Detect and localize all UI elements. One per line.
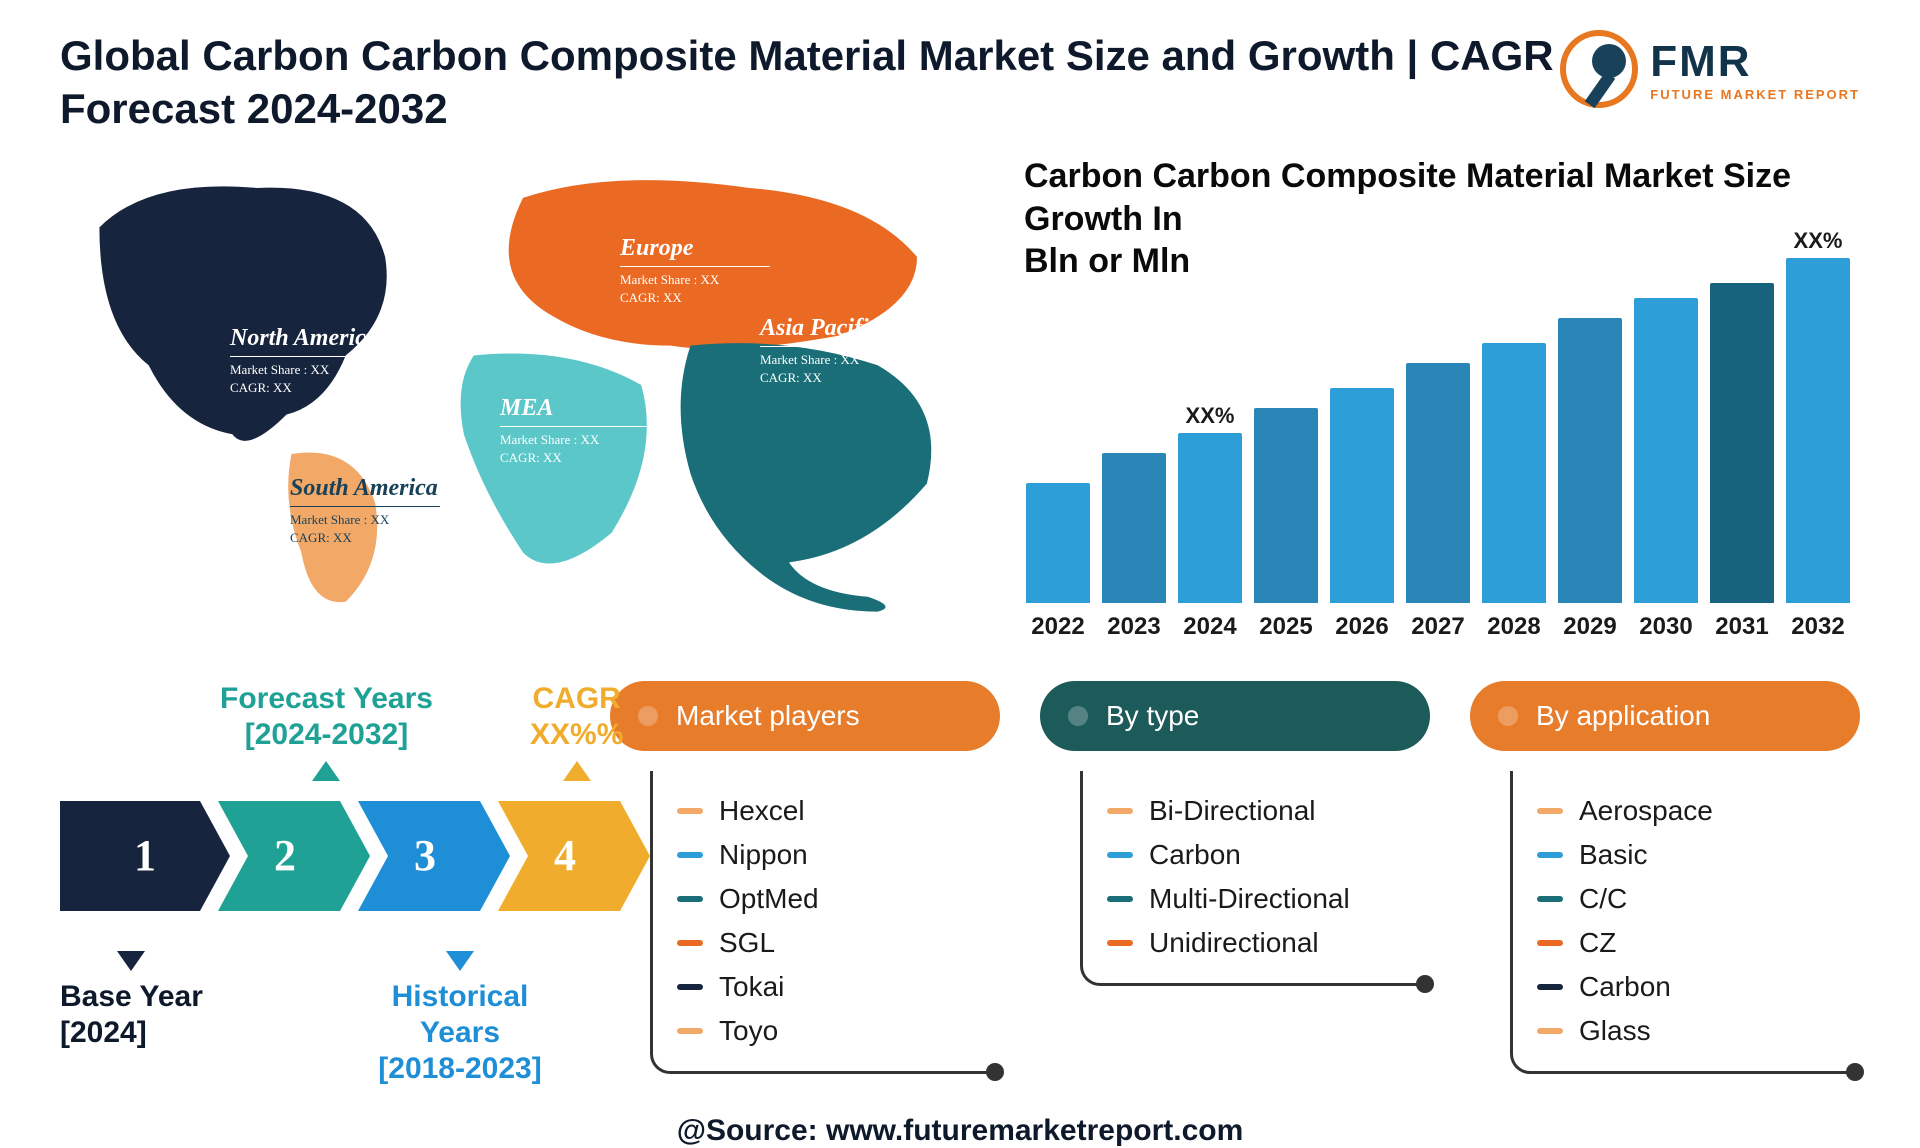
bar-col: 2023 bbox=[1102, 453, 1166, 641]
region-label-ap: Asia PacificMarket Share : XXCAGR: XX bbox=[760, 315, 910, 387]
region-label-mea: MEAMarket Share : XXCAGR: XX bbox=[500, 395, 650, 467]
bar-year: 2030 bbox=[1639, 613, 1692, 641]
arrow-down-icon bbox=[117, 951, 145, 971]
bar-col: XX% 2024 bbox=[1178, 433, 1242, 641]
timeline-base: Base Year [2024] bbox=[60, 951, 203, 1051]
hist-range: [2018-2023] bbox=[350, 1051, 570, 1087]
list-item: OptMed bbox=[677, 877, 990, 921]
list-item: Hexcel bbox=[677, 789, 990, 833]
page-title: Global Carbon Carbon Composite Material … bbox=[60, 30, 1560, 135]
bar-col: 2031 bbox=[1710, 283, 1774, 641]
bar-callout: XX% bbox=[1178, 403, 1242, 429]
base-label: Base Year bbox=[60, 979, 203, 1015]
list-item: Glass bbox=[1537, 1009, 1850, 1053]
segment-pill: By application bbox=[1470, 681, 1860, 751]
bar: XX% bbox=[1178, 433, 1242, 603]
segments: Market players HexcelNipponOptMedSGLTokai… bbox=[610, 681, 1860, 1074]
cagr-value: XX%% bbox=[530, 717, 623, 753]
list-item: Multi-Directional bbox=[1107, 877, 1420, 921]
bar-year: 2032 bbox=[1791, 613, 1844, 641]
bar-year: 2029 bbox=[1563, 613, 1616, 641]
bar-year: 2026 bbox=[1335, 613, 1388, 641]
bar bbox=[1482, 343, 1546, 603]
bars-container: 2022 2023 XX% 2024 2025 2026 2027 2028 2029 2030 2… bbox=[1016, 301, 1860, 641]
bar-year: 2022 bbox=[1031, 613, 1084, 641]
list-item: Toyo bbox=[677, 1009, 990, 1053]
bar-year: 2024 bbox=[1183, 613, 1236, 641]
region-label-eu: EuropeMarket Share : XXCAGR: XX bbox=[620, 235, 770, 307]
list-item: Aerospace bbox=[1537, 789, 1850, 833]
logo-text: FMR FUTURE MARKET REPORT bbox=[1650, 37, 1860, 102]
bar: XX% bbox=[1786, 258, 1850, 603]
timeline-steps: 1234 bbox=[60, 801, 650, 911]
header: Global Carbon Carbon Composite Material … bbox=[0, 0, 1920, 145]
segment-pill: By type bbox=[1040, 681, 1430, 751]
bar bbox=[1634, 298, 1698, 603]
bar-col: 2028 bbox=[1482, 343, 1546, 641]
list-item: Tokai bbox=[677, 965, 990, 1009]
list-item: Unidirectional bbox=[1107, 921, 1420, 965]
arrow-up-icon bbox=[312, 761, 340, 781]
bar-col: 2022 bbox=[1026, 483, 1090, 641]
segment-list: Bi-DirectionalCarbonMulti-DirectionalUni… bbox=[1080, 771, 1430, 986]
timeline-forecast: Forecast Years [2024-2032] bbox=[220, 681, 433, 781]
bar bbox=[1558, 318, 1622, 603]
timeline: Forecast Years [2024-2032] CAGR XX%% 123… bbox=[60, 681, 570, 1061]
world-map: North AmericaMarket Share : XXCAGR: XX So… bbox=[60, 155, 986, 615]
timeline-cagr: CAGR XX%% bbox=[530, 681, 623, 781]
forecast-label: Forecast Years bbox=[220, 681, 433, 717]
bar bbox=[1026, 483, 1090, 603]
arrow-up-icon bbox=[563, 761, 591, 781]
bar-year: 2025 bbox=[1259, 613, 1312, 641]
list-item: Carbon bbox=[1537, 965, 1850, 1009]
list-item: Nippon bbox=[677, 833, 990, 877]
logo-icon bbox=[1560, 30, 1638, 108]
bar-col: 2029 bbox=[1558, 318, 1622, 641]
bar bbox=[1330, 388, 1394, 603]
bar-col: 2030 bbox=[1634, 298, 1698, 641]
bar-col: 2026 bbox=[1330, 388, 1394, 641]
logo-main: FMR bbox=[1650, 37, 1860, 87]
timeline-step: 4 bbox=[480, 801, 650, 911]
bar bbox=[1406, 363, 1470, 603]
list-item: Carbon bbox=[1107, 833, 1420, 877]
logo: FMR FUTURE MARKET REPORT bbox=[1560, 30, 1860, 108]
bar-year: 2027 bbox=[1411, 613, 1464, 641]
bar bbox=[1102, 453, 1166, 603]
bar-callout: XX% bbox=[1786, 228, 1850, 254]
bar bbox=[1254, 408, 1318, 603]
region-label-sa: South AmericaMarket Share : XXCAGR: XX bbox=[290, 475, 440, 547]
segment-column: Market players HexcelNipponOptMedSGLTokai… bbox=[610, 681, 1000, 1074]
arrow-down-icon bbox=[446, 951, 474, 971]
segment-pill: Market players bbox=[610, 681, 1000, 751]
base-value: [2024] bbox=[60, 1015, 203, 1051]
bar-col: XX% 2032 bbox=[1786, 258, 1850, 641]
list-item: C/C bbox=[1537, 877, 1850, 921]
chart-title: Carbon Carbon Composite Material Market … bbox=[1016, 155, 1860, 283]
timeline-historical: Historical Years [2018-2023] bbox=[350, 951, 570, 1087]
segment-column: By application AerospaceBasicC/CCZCarbonG… bbox=[1470, 681, 1860, 1074]
list-item: Basic bbox=[1537, 833, 1850, 877]
bar-year: 2028 bbox=[1487, 613, 1540, 641]
list-item: Bi-Directional bbox=[1107, 789, 1420, 833]
bar-year: 2031 bbox=[1715, 613, 1768, 641]
segment-list: AerospaceBasicC/CCZCarbonGlass bbox=[1510, 771, 1860, 1074]
bar-col: 2027 bbox=[1406, 363, 1470, 641]
segment-list: HexcelNipponOptMedSGLTokaiToyo bbox=[650, 771, 1000, 1074]
bar bbox=[1710, 283, 1774, 603]
bar-chart: Carbon Carbon Composite Material Market … bbox=[1016, 155, 1860, 641]
source-attribution: @Source: www.futuremarketreport.com bbox=[0, 1074, 1920, 1148]
forecast-range: [2024-2032] bbox=[220, 717, 433, 753]
region-na bbox=[99, 186, 386, 440]
segment-column: By type Bi-DirectionalCarbonMulti-Directi… bbox=[1040, 681, 1430, 1074]
region-label-na: North AmericaMarket Share : XXCAGR: XX bbox=[230, 325, 380, 397]
bar-col: 2025 bbox=[1254, 408, 1318, 641]
logo-sub: FUTURE MARKET REPORT bbox=[1650, 87, 1860, 102]
hist-label: Historical Years bbox=[350, 979, 570, 1051]
list-item: CZ bbox=[1537, 921, 1850, 965]
list-item: SGL bbox=[677, 921, 990, 965]
cagr-label: CAGR bbox=[530, 681, 623, 717]
bar-year: 2023 bbox=[1107, 613, 1160, 641]
